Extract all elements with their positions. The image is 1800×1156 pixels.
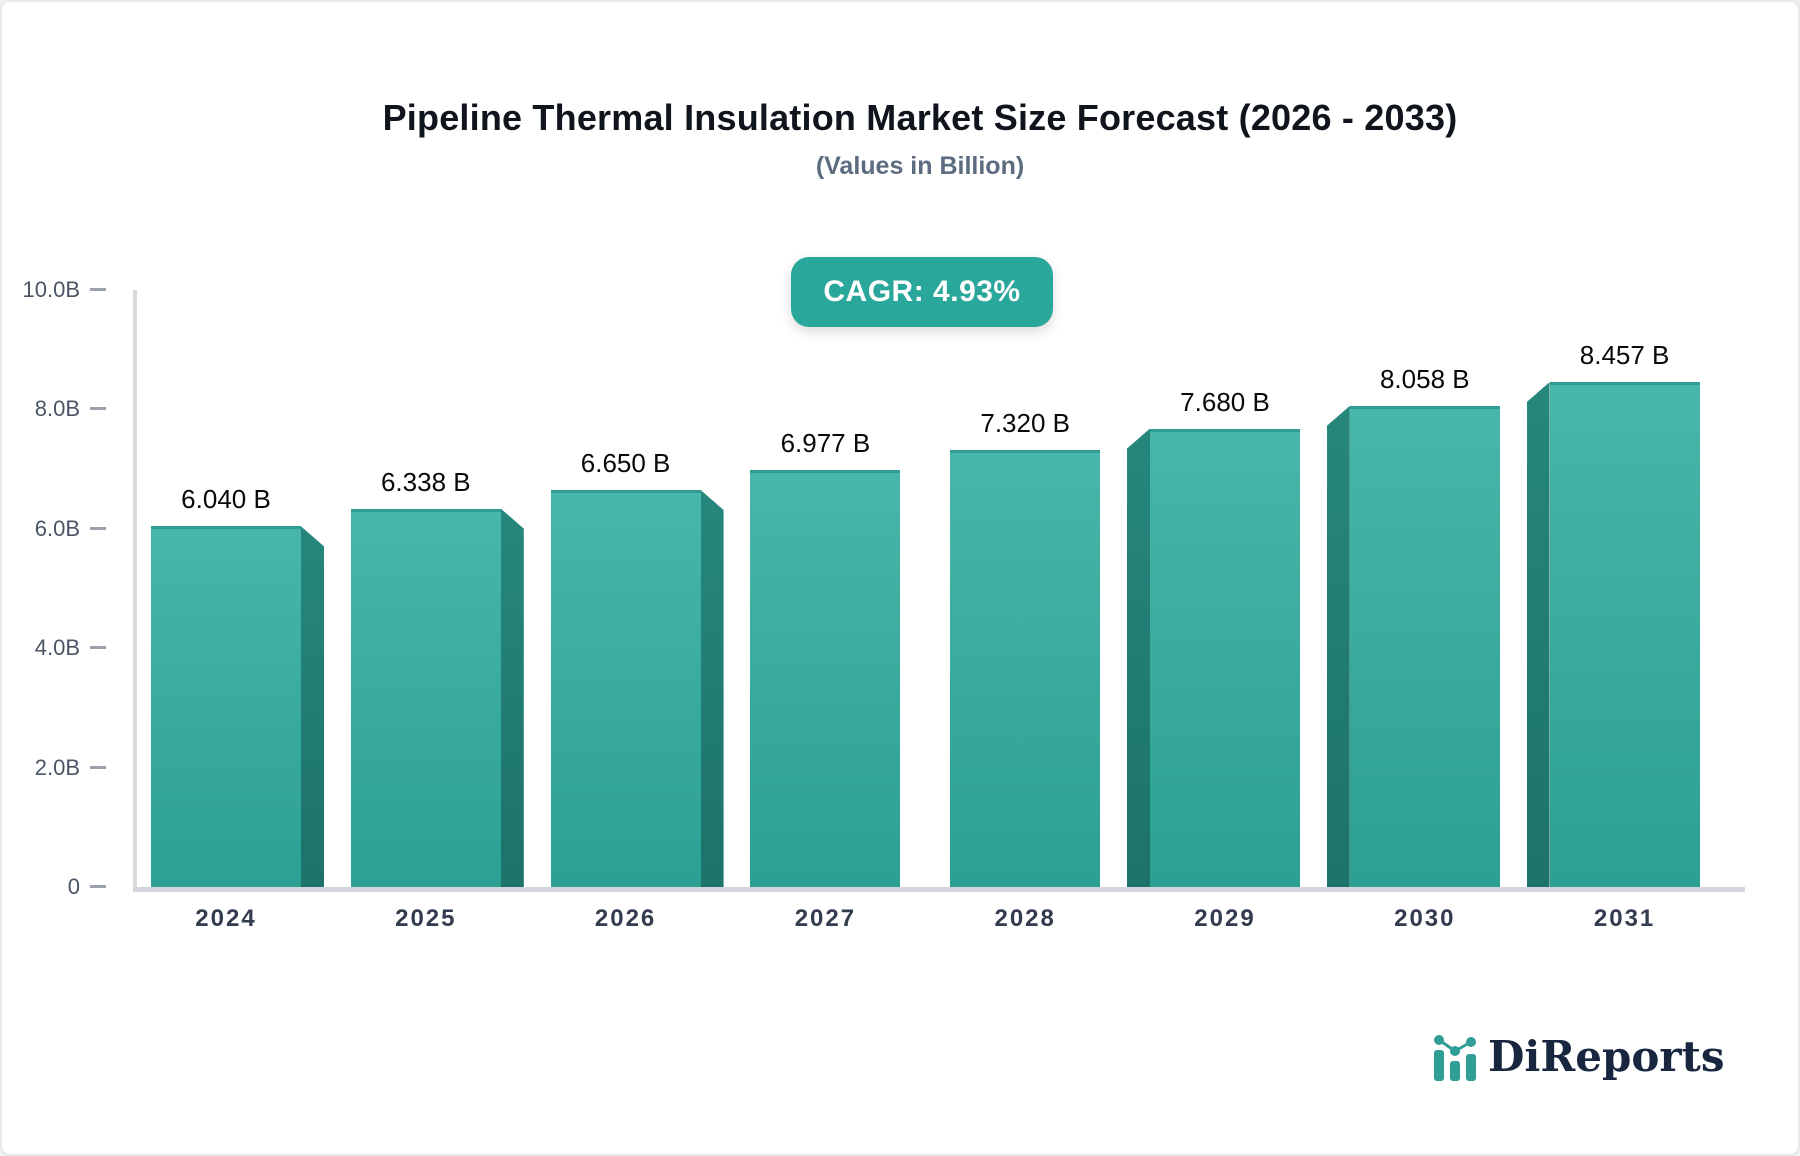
- x-axis-label: 2030: [1394, 905, 1456, 932]
- y-tick-label: 8.0B: [34, 396, 80, 422]
- y-tick-dash: [90, 526, 106, 530]
- y-tick-label: 10.0B: [22, 277, 81, 302]
- brand-name: DiReports: [1488, 1031, 1725, 1081]
- bar-2025: [350, 508, 501, 887]
- bar-side-shadow: [1526, 382, 1550, 887]
- cagr-badge-label: CAGR: 4.93%: [823, 275, 1021, 308]
- bar-2026: [550, 489, 701, 887]
- bar-value-label: 6.338 B: [380, 466, 471, 497]
- cagr-badge: CAGR: 4.93%: [791, 257, 1053, 327]
- bar-2024: [151, 526, 301, 887]
- x-axis-label: 2026: [594, 905, 657, 932]
- bar-2030: [1349, 405, 1500, 887]
- x-axis-label: 2028: [994, 905, 1056, 932]
- y-tick-label: 0: [67, 874, 80, 899]
- bar-2027: [750, 470, 901, 887]
- bar-value-label: 8.457 B: [1579, 340, 1670, 371]
- x-axis-label: 2024: [195, 905, 257, 932]
- x-axis-line: [133, 887, 1745, 892]
- bar-value-label: 7.680 B: [1180, 386, 1270, 417]
- page-subtitle: (Values in Billion): [815, 152, 1025, 180]
- y-tick-label: 6.0B: [34, 515, 80, 541]
- y-tick-dash: [90, 407, 106, 411]
- bar-side-shadow: [1326, 405, 1350, 887]
- bar-side-shadow: [500, 508, 524, 887]
- x-axis-label: 2025: [395, 905, 457, 932]
- y-tick-dash: [90, 765, 106, 769]
- y-tick-dash: [90, 646, 106, 650]
- x-axis-label: 2027: [794, 905, 857, 932]
- bar-2029: [1150, 428, 1300, 887]
- bar-side-shadow: [1127, 428, 1150, 887]
- brand-logo: DiReports: [1432, 1030, 1725, 1082]
- x-axis-label: 2029: [1194, 905, 1256, 932]
- bar-2028: [950, 449, 1101, 887]
- y-tick-dash: [90, 288, 106, 291]
- y-tick-label: 2.0B: [34, 754, 80, 780]
- page-title: Pipeline Thermal Insulation Market Size …: [382, 97, 1458, 138]
- bar-side-shadow: [301, 526, 324, 887]
- bar-value-label: 8.058 B: [1379, 363, 1470, 394]
- bar-2031: [1549, 382, 1700, 887]
- y-tick-dash: [90, 885, 106, 888]
- y-tick-label: 4.0B: [34, 635, 80, 661]
- bar-chart-trend-icon: [1434, 1035, 1476, 1081]
- bar-side-shadow: [700, 489, 724, 887]
- y-axis-line: [133, 290, 137, 887]
- bar-value-label: 6.040 B: [181, 484, 271, 515]
- bar-value-label: 6.650 B: [580, 447, 671, 478]
- x-axis-label: 2031: [1593, 905, 1656, 932]
- bar-value-label: 7.320 B: [980, 407, 1070, 438]
- bar-value-label: 6.977 B: [780, 428, 871, 459]
